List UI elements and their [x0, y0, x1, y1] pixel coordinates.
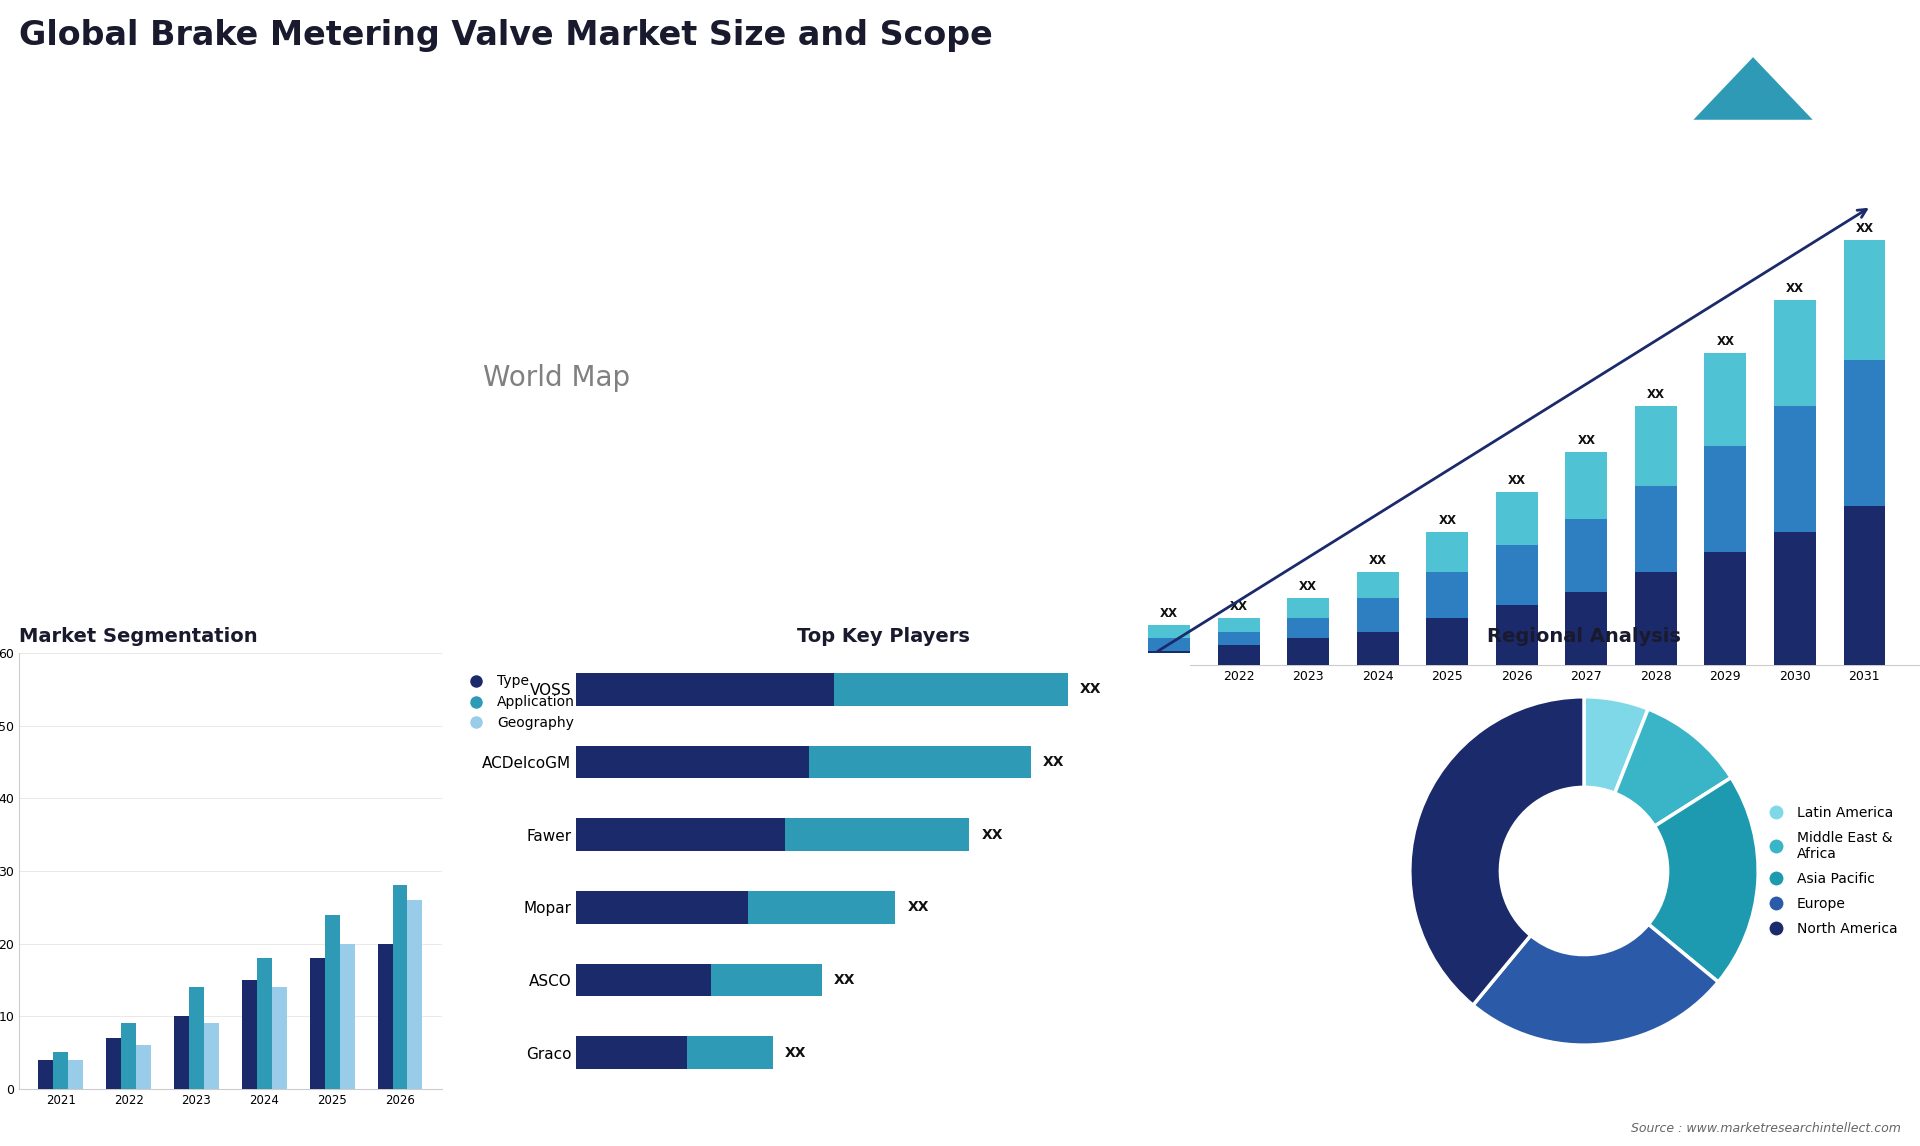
Bar [1705, 353, 1745, 446]
Bar [1705, 552, 1745, 665]
Wedge shape [1409, 697, 1584, 1005]
Legend: Type, Application, Geography: Type, Application, Geography [457, 669, 580, 736]
Bar [687, 1036, 772, 1069]
Text: Source : www.marketresearchintellect.com: Source : www.marketresearchintellect.com [1630, 1122, 1901, 1135]
Legend: Latin America, Middle East &
Africa, Asia Pacific, Europe, North America: Latin America, Middle East & Africa, Asi… [1757, 800, 1903, 942]
Title: Top Key Players: Top Key Players [797, 627, 970, 646]
Bar [378, 943, 392, 1089]
Bar [1217, 618, 1260, 631]
Bar [1148, 651, 1190, 665]
Text: XX: XX [1647, 387, 1665, 401]
Bar [1774, 406, 1816, 532]
Bar [136, 1045, 152, 1089]
Text: XX: XX [1160, 606, 1179, 620]
Bar [1843, 360, 1885, 505]
Bar [833, 673, 1068, 706]
Bar [1357, 598, 1398, 631]
Bar [38, 1060, 54, 1089]
Bar [309, 958, 324, 1089]
Text: XX: XX [833, 973, 856, 987]
Text: INTELLECT: INTELLECT [1834, 86, 1887, 95]
Bar [1217, 631, 1260, 645]
Bar [1565, 519, 1607, 591]
Text: XX: XX [908, 901, 929, 915]
Bar [273, 987, 286, 1089]
Text: Global Brake Metering Valve Market Size and Scope: Global Brake Metering Valve Market Size … [19, 18, 993, 52]
Bar [1217, 645, 1260, 665]
Bar [1565, 453, 1607, 519]
Bar [576, 964, 710, 996]
Bar [576, 1036, 687, 1069]
Bar [1148, 625, 1190, 638]
Bar [69, 1060, 83, 1089]
Text: XX: XX [1438, 513, 1455, 527]
Bar [242, 980, 257, 1089]
Wedge shape [1615, 709, 1732, 826]
Text: World Map: World Map [484, 364, 630, 392]
Bar [785, 818, 970, 851]
Text: XX: XX [1079, 682, 1102, 697]
Text: XX: XX [1716, 335, 1734, 347]
Text: XX: XX [1300, 580, 1317, 594]
Wedge shape [1473, 925, 1718, 1045]
Bar [106, 1038, 121, 1089]
Bar [1843, 505, 1885, 665]
Bar [54, 1052, 69, 1089]
Bar [1565, 591, 1607, 665]
Bar [1288, 618, 1329, 638]
Polygon shape [1655, 26, 1824, 120]
Text: XX: XX [1043, 755, 1064, 769]
Bar [1288, 598, 1329, 618]
Bar [1148, 638, 1190, 651]
Bar [1427, 532, 1469, 572]
Bar [1636, 406, 1676, 486]
Bar [257, 958, 273, 1089]
Bar [576, 673, 833, 706]
Text: Market Segmentation: Market Segmentation [19, 627, 257, 646]
Bar [1357, 572, 1398, 598]
Wedge shape [1649, 778, 1759, 982]
Bar [1843, 241, 1885, 360]
Text: MARKET: MARKET [1834, 38, 1876, 47]
Bar [175, 1017, 188, 1089]
Bar [340, 943, 355, 1089]
Bar [810, 746, 1031, 778]
Text: XX: XX [785, 1045, 806, 1060]
Bar [1427, 618, 1469, 665]
Bar [1357, 631, 1398, 665]
Bar [749, 890, 895, 924]
Text: XX: XX [1855, 222, 1874, 235]
Bar [710, 964, 822, 996]
Title: Regional Analysis: Regional Analysis [1488, 627, 1680, 646]
Bar [1496, 493, 1538, 545]
Bar [576, 746, 810, 778]
Bar [1705, 446, 1745, 552]
Text: XX: XX [1229, 601, 1248, 613]
Bar [121, 1023, 136, 1089]
Text: XX: XX [1786, 282, 1805, 295]
Bar [1774, 532, 1816, 665]
Polygon shape [1693, 57, 1812, 120]
Bar [188, 987, 204, 1089]
Text: XX: XX [1369, 554, 1386, 566]
Bar [576, 890, 749, 924]
Bar [392, 886, 407, 1089]
Bar [204, 1023, 219, 1089]
Bar [1774, 300, 1816, 406]
Text: XX: XX [981, 827, 1002, 841]
Bar [407, 900, 422, 1089]
Bar [1288, 638, 1329, 665]
Bar [1496, 605, 1538, 665]
Wedge shape [1584, 697, 1647, 793]
Text: RESEARCH: RESEARCH [1834, 62, 1887, 71]
Bar [1496, 545, 1538, 605]
Text: XX: XX [1507, 474, 1526, 487]
Bar [1636, 572, 1676, 665]
Text: XX: XX [1578, 434, 1596, 447]
Bar [1636, 486, 1676, 572]
Bar [576, 818, 785, 851]
Bar [324, 915, 340, 1089]
Bar [1427, 572, 1469, 618]
